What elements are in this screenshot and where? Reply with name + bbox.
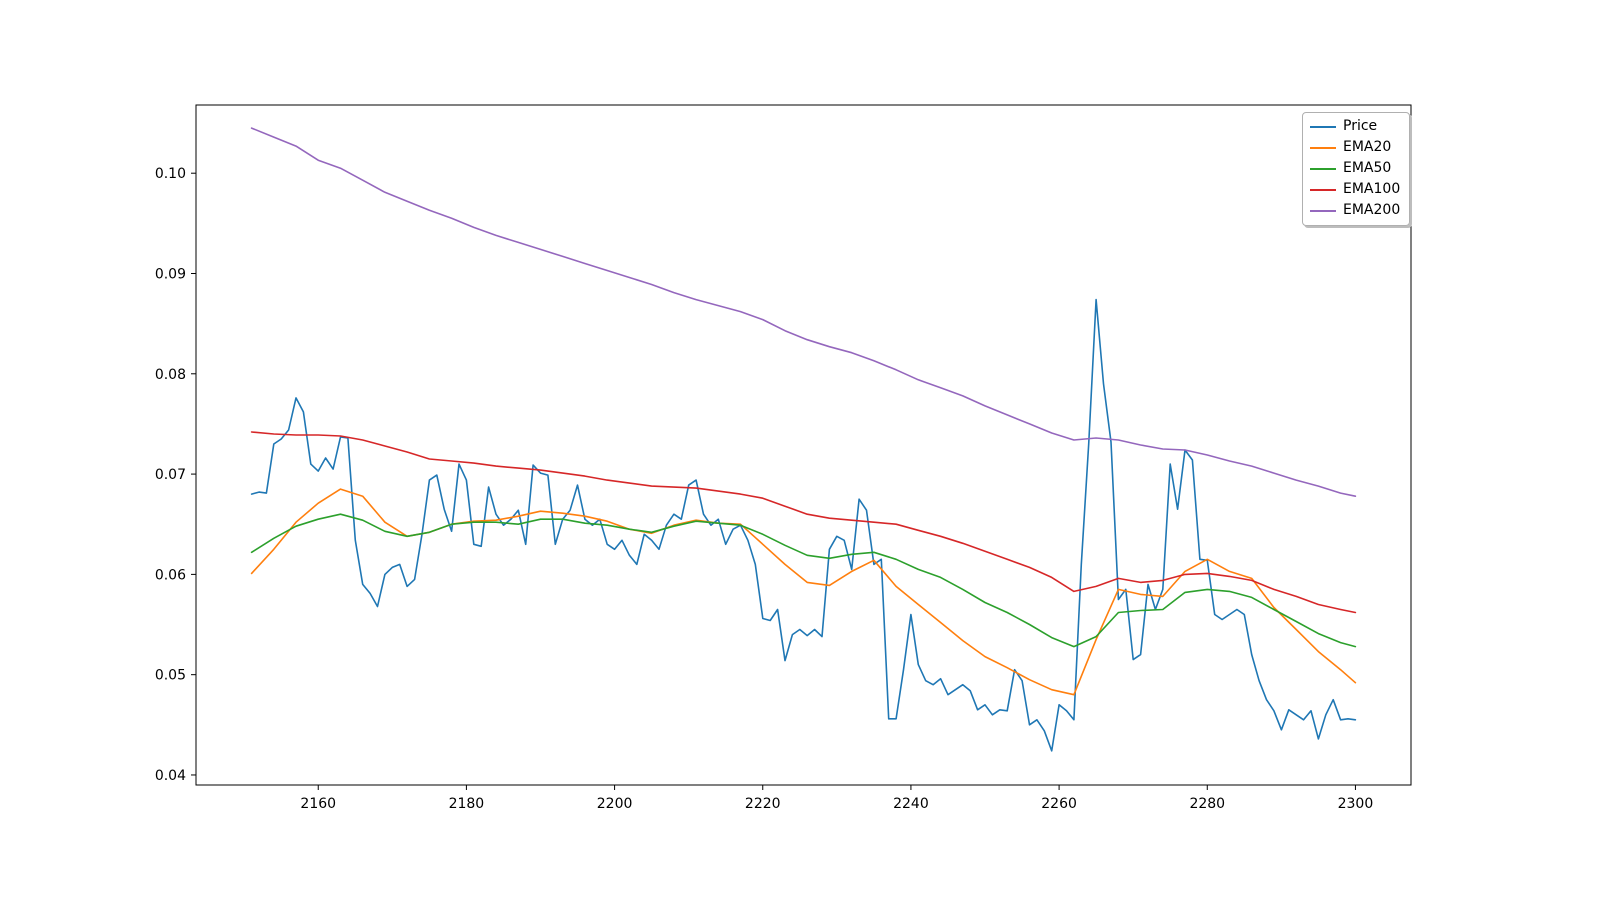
x-tick-label: 2280 xyxy=(1189,796,1225,812)
y-tick-label: 0.07 xyxy=(155,467,186,483)
legend-label-ema20: EMA20 xyxy=(1343,139,1392,155)
legend-label-price: Price xyxy=(1343,118,1378,134)
legend-line-sample-ema100-icon xyxy=(1310,188,1336,191)
legend-line-sample-ema200-icon xyxy=(1310,209,1336,212)
legend-label-ema100: EMA100 xyxy=(1343,181,1401,197)
x-tick-label: 2240 xyxy=(893,796,929,812)
x-tick-label: 2260 xyxy=(1041,796,1077,812)
x-tick-label: 2180 xyxy=(449,796,485,812)
legend-label-ema200: EMA200 xyxy=(1343,202,1401,218)
y-tick-label: 0.06 xyxy=(155,567,186,583)
legend-item-price: Price xyxy=(1310,118,1400,135)
y-tick-label: 0.10 xyxy=(155,166,186,182)
y-tick-label: 0.05 xyxy=(155,668,186,684)
y-tick-label: 0.08 xyxy=(155,367,186,383)
x-tick-label: 2300 xyxy=(1338,796,1374,812)
x-tick-label: 2200 xyxy=(597,796,633,812)
legend-line-sample-ema20-icon xyxy=(1310,146,1336,149)
y-tick-label: 0.09 xyxy=(155,266,186,282)
legend-item-ema100: EMA100 xyxy=(1310,181,1400,198)
x-tick-label: 2160 xyxy=(300,796,336,812)
legend-item-ema50: EMA50 xyxy=(1310,160,1400,177)
axes-frame xyxy=(195,104,1412,786)
series-line-ema100 xyxy=(250,431,1357,614)
legend-line-sample-ema50-icon xyxy=(1310,167,1336,170)
x-tick-label: 2220 xyxy=(745,796,781,812)
series-line-ema200 xyxy=(250,127,1357,498)
legend-item-ema200: EMA200 xyxy=(1310,202,1400,219)
series-line-ema50 xyxy=(250,513,1357,648)
y-tick-label: 0.04 xyxy=(155,768,186,784)
legend-line-sample-price-icon xyxy=(1310,125,1336,128)
legend-label-ema50: EMA50 xyxy=(1343,160,1392,176)
legend-item-ema20: EMA20 xyxy=(1310,139,1400,156)
series-line-price xyxy=(250,298,1357,752)
legend: Price EMA20 EMA50 EMA100 EMA200 xyxy=(1302,112,1411,226)
